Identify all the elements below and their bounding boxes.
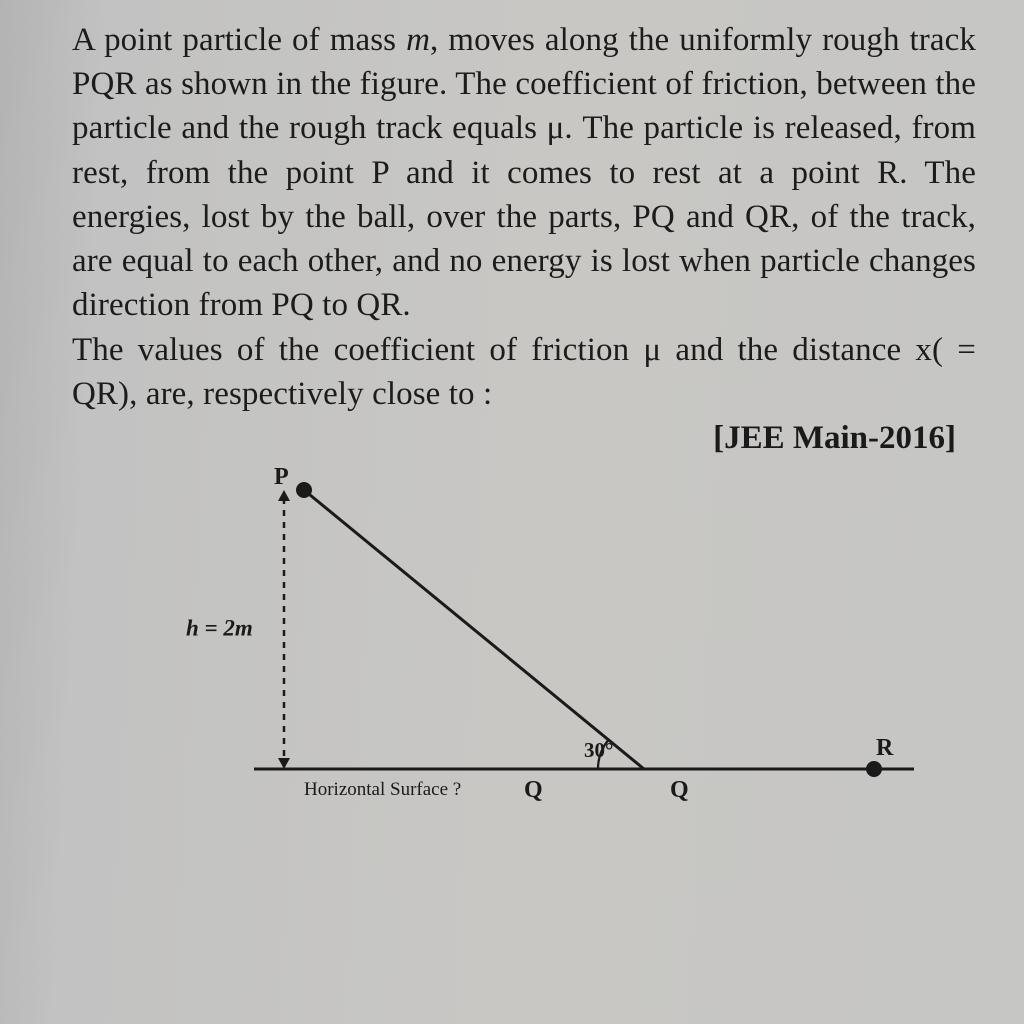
- height-label: h = 2m: [186, 615, 253, 640]
- source-tag: [JEE Main-2016]: [72, 420, 976, 457]
- point-p: [296, 482, 312, 498]
- figure-container: 30° P R Q Q Horizontal Surface ? h = 2m: [72, 465, 976, 825]
- angle-label: 30°: [584, 738, 613, 762]
- text-question: The values of the coefficient of frictio…: [72, 332, 976, 412]
- label-q-2: Q: [524, 777, 543, 803]
- incline-line: [304, 490, 644, 769]
- physics-diagram: 30° P R Q Q Horizontal Surface ? h = 2m: [114, 465, 934, 825]
- text-part-2: , moves along the uniformly rough track …: [72, 22, 976, 323]
- label-r: R: [876, 735, 894, 761]
- label-q: Q: [670, 777, 689, 803]
- arrow-down-icon: [278, 758, 290, 769]
- label-p: P: [274, 465, 289, 490]
- mass-symbol: m: [406, 22, 430, 58]
- text-part-1: A point particle of mass: [72, 22, 406, 58]
- problem-text: A point particle of mass m, moves along …: [72, 18, 976, 416]
- page: A point particle of mass m, moves along …: [0, 0, 1024, 1024]
- surface-label: Horizontal Surface ?: [304, 779, 461, 800]
- point-r: [866, 761, 882, 777]
- arrow-up-icon: [278, 490, 290, 501]
